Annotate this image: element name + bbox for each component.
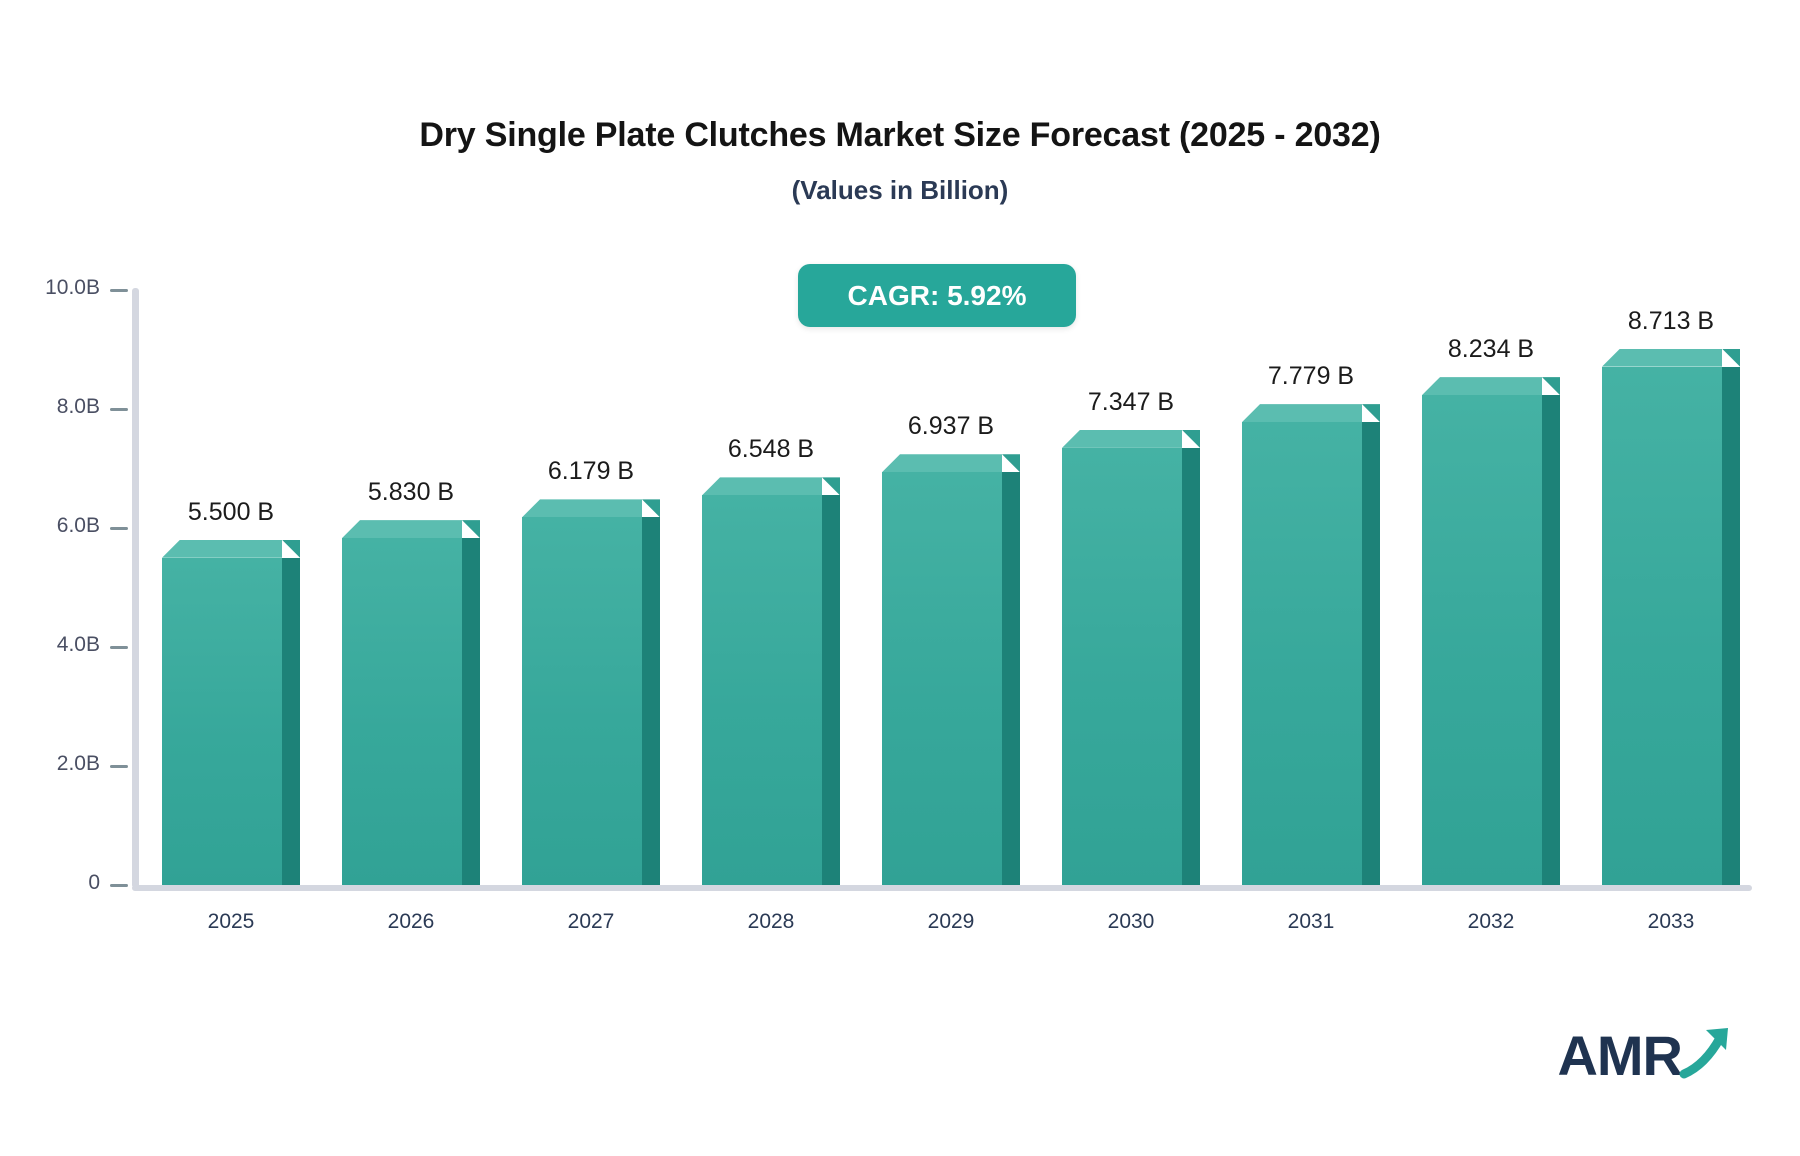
bar-side-face (1542, 395, 1560, 885)
bar-front-face (522, 517, 642, 885)
bar-value-label: 5.830 B (367, 478, 455, 507)
bar-side-face (1002, 472, 1020, 885)
bar-value-label: 7.347 B (1087, 387, 1175, 416)
bar-top-bevel (822, 477, 840, 496)
bar-group[interactable] (522, 499, 660, 885)
plot-area (132, 288, 1752, 891)
y-tick-mark (110, 765, 128, 768)
amr-logo: AMR (1557, 1022, 1738, 1084)
bar-top-face (1602, 348, 1722, 367)
x-axis-line (132, 885, 1752, 891)
bar-value-label: 7.779 B (1267, 362, 1355, 391)
bar-value-label: 8.234 B (1447, 335, 1535, 364)
bar-top-bevel (1542, 377, 1560, 396)
bar-front-face (1062, 447, 1182, 885)
chart-subtitle: (Values in Billion) (791, 175, 1009, 205)
bar-side-face (1182, 447, 1200, 885)
bar-top-face (522, 499, 642, 518)
bar-side-face (642, 517, 660, 885)
bar-value-label: 6.548 B (727, 435, 815, 464)
chart-title: Dry Single Plate Clutches Market Size Fo… (419, 116, 1381, 154)
bar-top-bevel (462, 520, 480, 539)
bar-top-face (702, 477, 822, 496)
x-tick-label: 2025 (207, 910, 255, 933)
x-tick-label: 2032 (1467, 910, 1515, 933)
bar-top-bevel (1182, 429, 1200, 448)
bar-top-face (882, 454, 1002, 473)
x-tick-label: 2031 (1287, 910, 1335, 933)
y-tick-label: 2.0B (56, 752, 100, 775)
bar-top-bevel (282, 539, 300, 558)
bar-top-face (162, 539, 282, 558)
bar-value-label: 8.713 B (1627, 306, 1715, 335)
bar-top-bevel (1722, 348, 1740, 367)
y-tick-label: 10.0B (45, 276, 100, 299)
up-right-arrow-icon (1676, 1022, 1738, 1084)
bar-front-face (1602, 366, 1722, 885)
bar-value-label: 6.179 B (547, 457, 635, 486)
bar-front-face (702, 495, 822, 885)
y-tick-mark (110, 289, 128, 292)
y-tick-label: 6.0B (56, 514, 100, 537)
bar-group[interactable] (702, 477, 840, 885)
bar-group[interactable] (1242, 404, 1380, 885)
bar-side-face (822, 495, 840, 885)
bar-top-face (1242, 404, 1362, 423)
bar-top-bevel (1362, 404, 1380, 423)
x-tick-label: 2027 (567, 910, 615, 933)
bar-side-face (1362, 422, 1380, 885)
bar-front-face (1242, 422, 1362, 885)
bar-side-face (1722, 366, 1740, 885)
x-tick-label: 2026 (387, 910, 435, 933)
bar-top-bevel (642, 499, 660, 518)
bar-group[interactable] (162, 539, 300, 885)
bar-front-face (342, 538, 462, 885)
cagr-badge: CAGR: 5.92% (798, 264, 1076, 327)
bar-side-face (282, 557, 300, 885)
amr-logo-text: AMR (1557, 1024, 1683, 1087)
bar-side-face (462, 538, 480, 885)
y-tick-mark (110, 408, 128, 411)
bar-group[interactable] (1062, 429, 1200, 885)
y-tick-label: 0 (88, 871, 100, 894)
x-tick-label: 2030 (1107, 910, 1155, 933)
bar-value-label: 5.500 B (187, 497, 275, 526)
x-tick-label: 2029 (927, 910, 975, 933)
bar-top-face (1422, 377, 1542, 396)
y-tick-mark (110, 884, 128, 887)
bar-front-face (162, 557, 282, 885)
bar-top-face (342, 520, 462, 539)
cagr-badge-label: CAGR: 5.92% (847, 279, 1027, 311)
bar-group[interactable] (342, 520, 480, 885)
bar-group[interactable] (882, 454, 1020, 885)
y-axis-line (132, 288, 139, 888)
bar-value-label: 6.937 B (907, 412, 995, 441)
x-tick-label: 2033 (1647, 910, 1695, 933)
bar-group[interactable] (1602, 348, 1740, 885)
x-tick-label: 2028 (747, 910, 795, 933)
y-tick-label: 8.0B (56, 395, 100, 418)
bar-group[interactable] (1422, 377, 1560, 885)
y-tick-label: 4.0B (56, 633, 100, 656)
bar-front-face (882, 472, 1002, 885)
bar-top-bevel (1002, 454, 1020, 473)
bar-top-face (1062, 429, 1182, 448)
y-tick-mark (110, 527, 128, 530)
bar-front-face (1422, 395, 1542, 885)
y-tick-mark (110, 646, 128, 649)
